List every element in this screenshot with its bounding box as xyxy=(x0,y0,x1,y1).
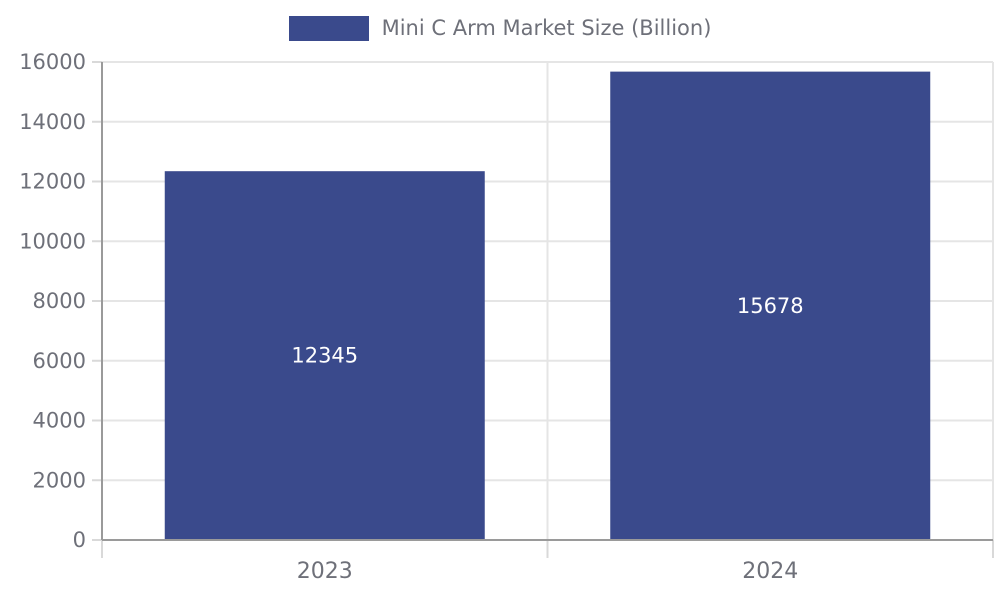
y-axis-tick-label: 12000 xyxy=(19,170,86,194)
bar-2023[interactable] xyxy=(164,171,485,541)
legend-label: Mini C Arm Market Size (Billion) xyxy=(381,16,712,40)
legend-item[interactable]: Mini C Arm Market Size (Billion) xyxy=(0,16,1000,41)
bar-value-label: 15678 xyxy=(737,294,804,318)
legend-swatch xyxy=(288,16,369,41)
y-axis-tick-label: 8000 xyxy=(33,289,86,313)
x-axis-tick-label: 2023 xyxy=(297,559,353,584)
bar-value-label: 12345 xyxy=(291,344,358,368)
y-axis-tick-label: 14000 xyxy=(19,110,86,134)
x-axis-tick-label: 2024 xyxy=(742,559,798,584)
bar-2024[interactable] xyxy=(610,71,931,540)
y-axis-tick-label: 16000 xyxy=(19,50,86,74)
y-axis-tick-label: 0 xyxy=(73,528,86,552)
y-axis-tick-label: 4000 xyxy=(33,409,86,433)
y-axis-tick-label: 10000 xyxy=(19,229,86,253)
y-axis-tick-label: 6000 xyxy=(33,349,86,373)
y-axis-tick-label: 2000 xyxy=(33,468,86,492)
